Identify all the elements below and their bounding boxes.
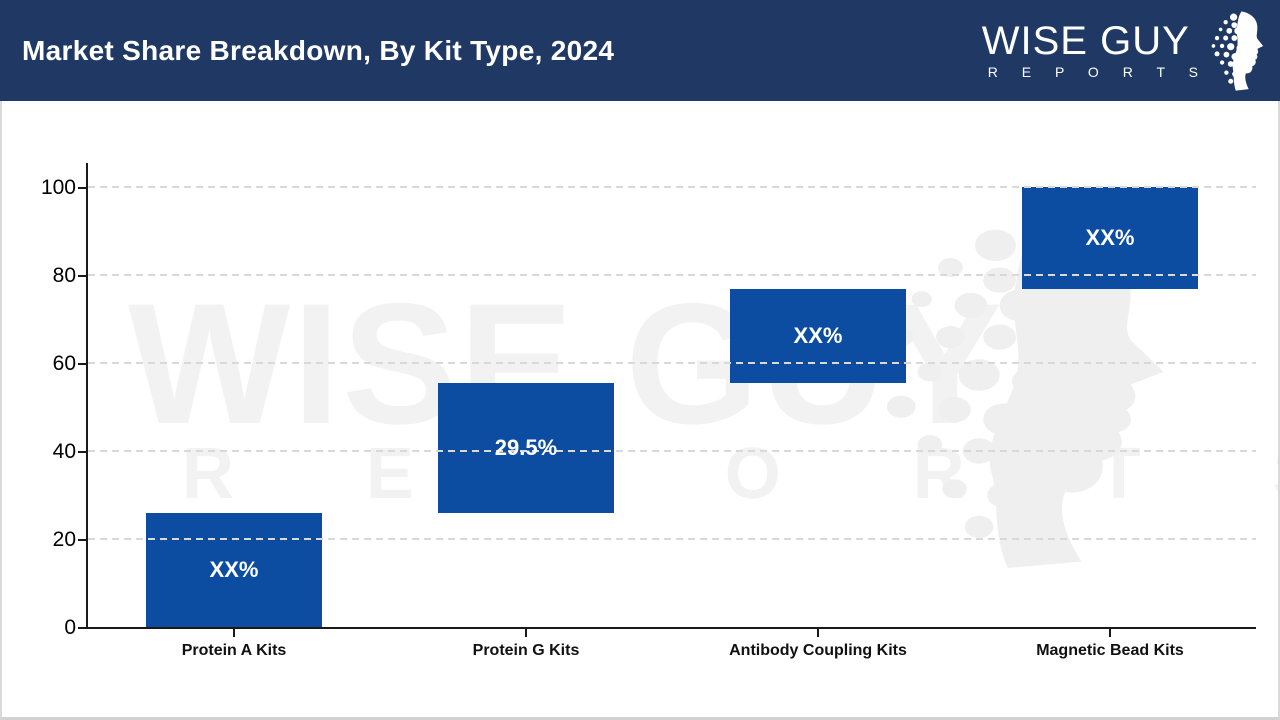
y-axis-tick-label: 100 [40,176,76,199]
logo-face-icon [1211,10,1264,91]
logo-wordmark: WISE GUY [981,19,1190,63]
y-axis-tick-label: 0 [64,616,76,639]
y-axis-tick [78,363,86,365]
x-axis-category-label: Magnetic Bead Kits [1036,642,1184,659]
x-axis-tick [1109,629,1111,637]
waterfall-bar [146,512,322,627]
y-axis-tick-label: 20 [52,528,76,551]
x-axis-tick [233,629,235,637]
y-axis-tick [78,627,86,629]
y-axis-tick-label: 60 [52,352,76,375]
waterfall-bar [730,289,906,383]
y-axis-line [86,163,88,629]
gridline [88,274,1256,276]
bar-value-label: 29.5% [494,434,558,460]
y-axis-tick-label: 80 [52,264,76,287]
y-axis-tick [78,451,86,453]
watermark-face-icon [870,220,1164,568]
gridline [88,362,1256,364]
y-axis-tick-label: 40 [52,440,76,463]
bar-value-label: XX% [209,556,259,582]
bar-value-label: XX% [1085,225,1135,251]
header: Market Share Breakdown, By Kit Type, 202… [0,0,1280,101]
logo-subtitle: R E P O R T S [987,64,1208,80]
x-axis-category-label: Protein A Kits [181,642,287,659]
gridline [88,450,1256,452]
x-axis-category-label: Protein G Kits [472,642,580,659]
x-axis-tick [817,629,819,637]
x-axis-category-label: Antibody Coupling Kits [729,642,907,659]
page-title: Market Share Breakdown, By Kit Type, 202… [22,34,615,66]
waterfall-bar [438,382,614,513]
y-axis-tick [78,187,86,189]
bar-value-label: XX% [793,322,843,348]
x-axis-tick [525,629,527,637]
x-axis-line [86,627,1256,629]
y-axis-tick [78,275,86,277]
gridline [88,186,1256,188]
logo-text: WISE GUY R E P O R T S [982,21,1208,80]
gridline [88,538,1256,540]
y-axis-tick [78,539,86,541]
waterfall-bar [1022,187,1198,290]
wise-guy-logo: WISE GUY R E P O R T S [982,9,1280,93]
